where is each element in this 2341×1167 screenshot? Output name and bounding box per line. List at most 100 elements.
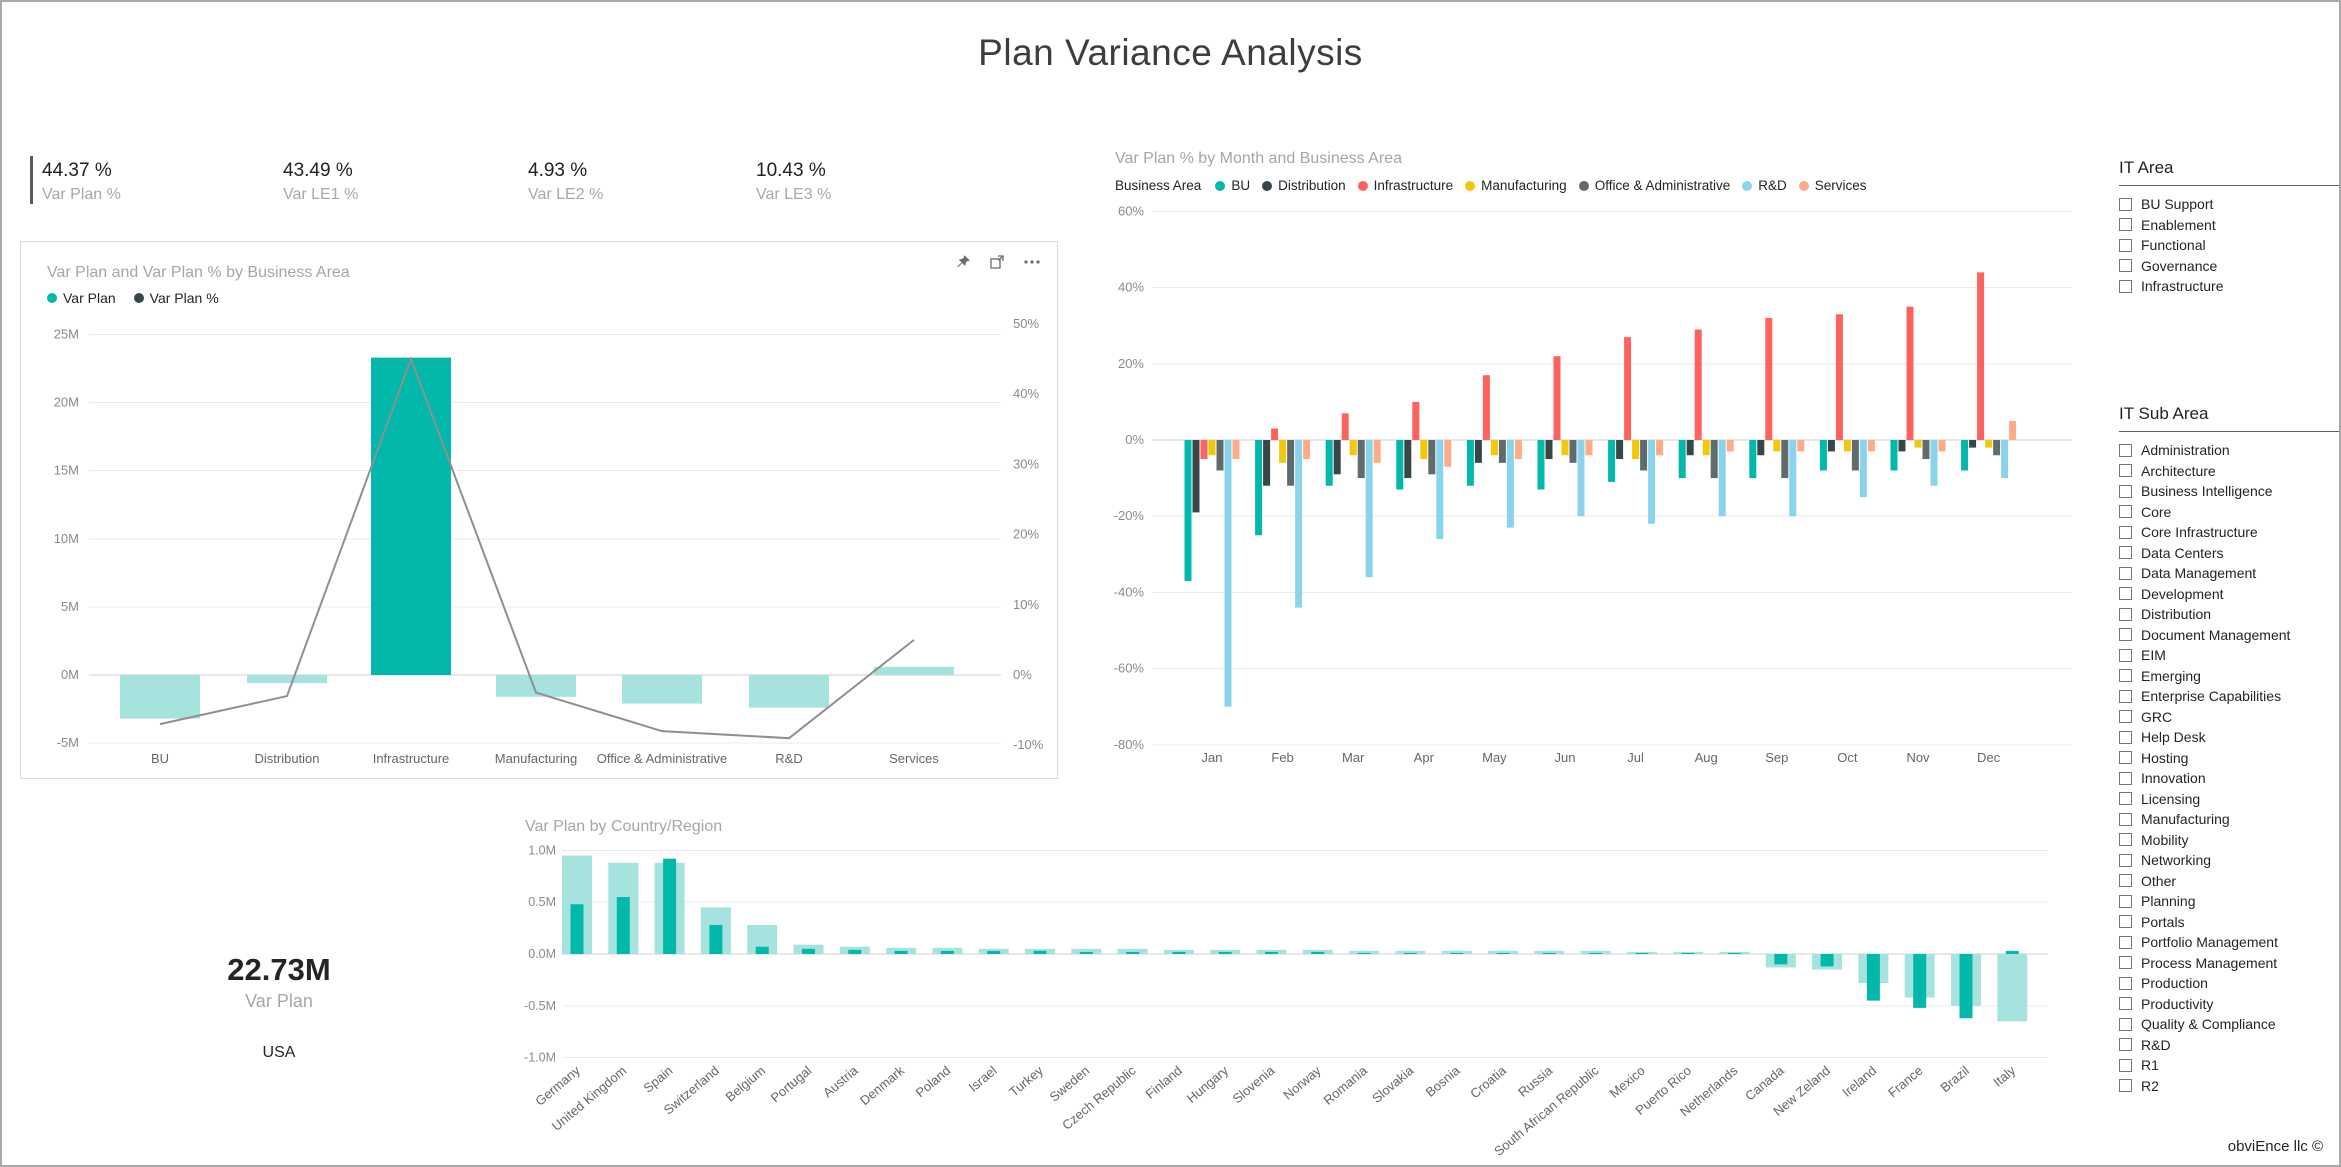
checkbox[interactable]	[2119, 443, 2132, 457]
bar-infrastructure[interactable]	[1200, 440, 1208, 460]
bar-r-d[interactable]	[1577, 440, 1585, 517]
slicer-item-core[interactable]: Core	[2119, 502, 2339, 523]
bar-office-administrative[interactable]	[1357, 440, 1365, 479]
bar-infrastructure[interactable]	[1624, 337, 1632, 440]
legend-item-manufacturing[interactable]: Manufacturing	[1465, 178, 1569, 193]
bar-r-d[interactable]	[1436, 440, 1444, 540]
bar-south-african-republic[interactable]	[1589, 952, 1603, 954]
slicer-item-eim[interactable]: EIM	[2119, 645, 2339, 666]
legend-item-var-plan[interactable]: Var Plan %	[133, 290, 221, 306]
bar-distribution[interactable]	[1686, 440, 1694, 456]
slicer-item-distribution[interactable]: Distribution	[2119, 604, 2339, 625]
bar-r-d[interactable]	[1859, 440, 1867, 498]
bar-infrastructure[interactable]	[1271, 428, 1279, 440]
bar-distribution[interactable]	[1263, 440, 1271, 486]
slicer-item-hosting[interactable]: Hosting	[2119, 748, 2339, 769]
bar-russia[interactable]	[1542, 952, 1556, 954]
bar-infrastructure[interactable]	[1906, 306, 1914, 440]
bar-south-african-republic[interactable]	[1580, 950, 1611, 954]
bar-czech-republic[interactable]	[1117, 948, 1148, 954]
bar-israel[interactable]	[987, 950, 1001, 954]
slicer-item-document-management[interactable]: Document Management	[2119, 625, 2339, 646]
bar-distribution[interactable]	[1969, 440, 1977, 448]
bar-italy[interactable]	[2005, 950, 2019, 954]
bar-services[interactable]	[1726, 440, 1734, 452]
checkbox[interactable]	[2119, 751, 2132, 765]
focus-mode-icon[interactable]	[989, 254, 1005, 270]
slicer-item-productivity[interactable]: Productivity	[2119, 994, 2339, 1015]
bar-slovenia[interactable]	[1256, 949, 1287, 954]
bar-united-kingdom[interactable]	[616, 897, 630, 954]
bar-distribution[interactable]	[1545, 440, 1553, 460]
bar-manufacturing[interactable]	[1985, 440, 1993, 448]
checkbox[interactable]	[2119, 874, 2132, 888]
bar-turkey[interactable]	[1033, 950, 1047, 954]
bar-puerto-rico[interactable]	[1681, 952, 1695, 954]
slicer-item-portals[interactable]: Portals	[2119, 912, 2339, 933]
bar-services[interactable]	[1373, 440, 1381, 463]
bar-manufacturing[interactable]	[1702, 440, 1710, 456]
slicer-item-core-infrastructure[interactable]: Core Infrastructure	[2119, 522, 2339, 543]
bar-bosnia[interactable]	[1450, 952, 1464, 954]
bar-services[interactable]	[1585, 440, 1593, 456]
bar-bu[interactable]	[1819, 440, 1827, 471]
bar-manufacturing[interactable]	[1208, 440, 1216, 456]
bar-r-d[interactable]	[1365, 440, 1373, 578]
slicer-item-networking[interactable]: Networking	[2119, 850, 2339, 871]
bar-sweden[interactable]	[1079, 951, 1093, 954]
bar-office-administrative[interactable]	[1640, 440, 1648, 471]
bar-portugal[interactable]	[802, 948, 815, 954]
bar-office-administrative[interactable]	[622, 675, 702, 704]
bar-office-administrative[interactable]	[1781, 440, 1789, 479]
bar-manufacturing[interactable]	[1490, 440, 1498, 456]
bar-office-administrative[interactable]	[1710, 440, 1718, 479]
bar-hungary[interactable]	[1218, 951, 1232, 954]
checkbox[interactable]	[2119, 915, 2132, 929]
bar-office-administrative[interactable]	[1216, 440, 1224, 471]
bar-distribution[interactable]	[247, 675, 327, 684]
legend-item-r-d[interactable]: R&D	[1742, 178, 1789, 193]
bar-manufacturing[interactable]	[1843, 440, 1851, 452]
bar-bu[interactable]	[1890, 440, 1898, 471]
bar-infrastructure[interactable]	[1835, 314, 1843, 440]
checkbox[interactable]	[2119, 587, 2132, 601]
slicer-item-grc[interactable]: GRC	[2119, 707, 2339, 728]
bar-services[interactable]	[2009, 420, 2017, 440]
bar-slovakia[interactable]	[1403, 952, 1417, 954]
bar-hungary[interactable]	[1210, 949, 1241, 954]
bar-infrastructure[interactable]	[1482, 375, 1490, 440]
legend-item-var-plan[interactable]: Var Plan	[47, 290, 118, 306]
slicer-item-quality-compliance[interactable]: Quality & Compliance	[2119, 1014, 2339, 1035]
bar-manufacturing[interactable]	[1561, 440, 1569, 456]
bar-distribution[interactable]	[1757, 440, 1765, 456]
slicer-item-data-centers[interactable]: Data Centers	[2119, 543, 2339, 564]
checkbox[interactable]	[2119, 505, 2132, 519]
bar-r-d[interactable]	[1718, 440, 1726, 517]
checkbox[interactable]	[2119, 689, 2132, 703]
slicer-item-functional[interactable]: Functional	[2119, 235, 2339, 256]
legend-item-distribution[interactable]: Distribution	[1262, 178, 1348, 193]
checkbox[interactable]	[2119, 710, 2132, 724]
bar-services[interactable]	[1444, 440, 1452, 467]
checkbox[interactable]	[2119, 1079, 2132, 1093]
legend-item-bu[interactable]: BU	[1215, 178, 1252, 193]
slicer-item-production[interactable]: Production	[2119, 973, 2339, 994]
slicer-item-r2[interactable]: R2	[2119, 1076, 2339, 1097]
slicer-item-portfolio-management[interactable]: Portfolio Management	[2119, 932, 2339, 953]
bar-finland[interactable]	[1163, 949, 1194, 954]
checkbox[interactable]	[2119, 935, 2132, 949]
bar-bu[interactable]	[1678, 440, 1686, 479]
bar-infrastructure[interactable]	[1341, 413, 1349, 440]
bar-distribution[interactable]	[1616, 440, 1624, 460]
checkbox[interactable]	[2119, 771, 2132, 785]
bar-r-d[interactable]	[1295, 440, 1303, 608]
bar-r-d[interactable]	[1789, 440, 1797, 517]
bar-bu[interactable]	[1325, 440, 1333, 486]
slicer-item-architecture[interactable]: Architecture	[2119, 461, 2339, 482]
bar-services[interactable]	[1938, 440, 1946, 452]
slicer-item-help-desk[interactable]: Help Desk	[2119, 727, 2339, 748]
bar-r-d[interactable]	[1224, 440, 1232, 707]
bar-manufacturing[interactable]	[1420, 440, 1428, 460]
slicer-item-licensing[interactable]: Licensing	[2119, 789, 2339, 810]
checkbox[interactable]	[2119, 607, 2132, 621]
